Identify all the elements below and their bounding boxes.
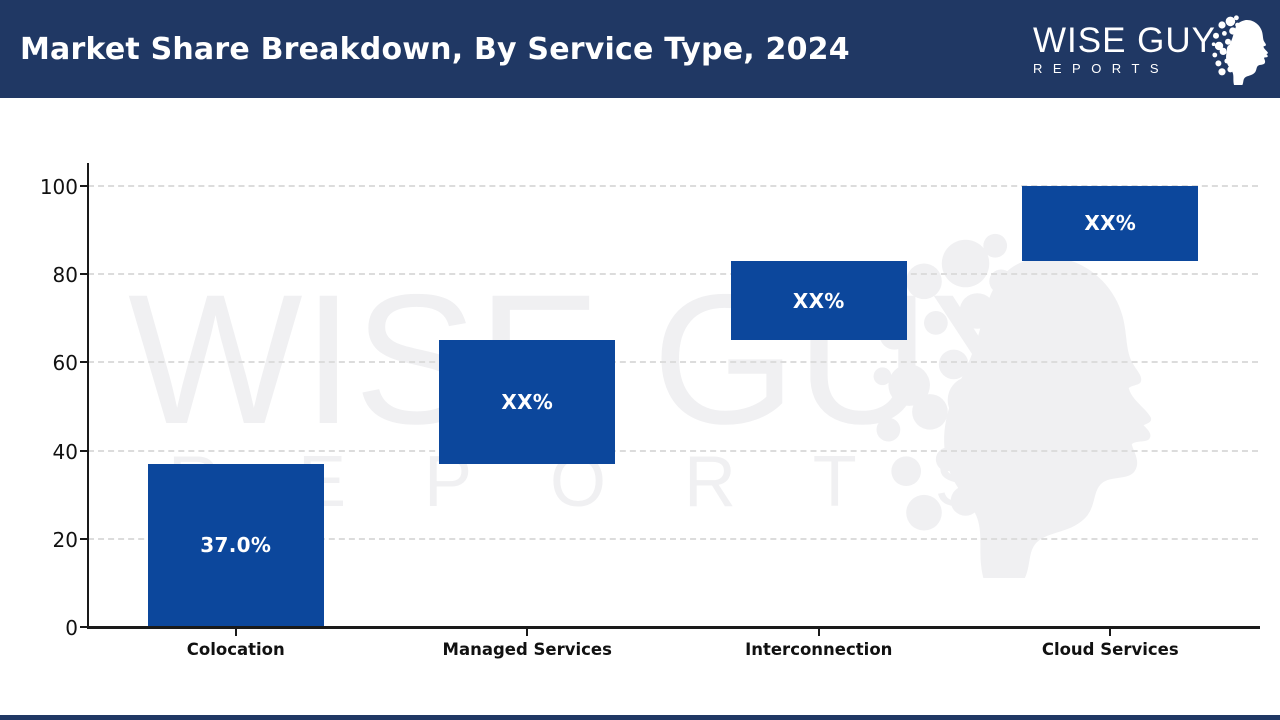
y-tick-label: 100 bbox=[39, 175, 78, 199]
brand-logo: WISE GUY REPORTS bbox=[1033, 12, 1270, 86]
brand-name: WISE GUY bbox=[1032, 21, 1216, 60]
header-bar: Market Share Breakdown, By Service Type,… bbox=[0, 0, 1280, 98]
y-tick-mark bbox=[80, 185, 88, 187]
y-gridline bbox=[88, 361, 1258, 364]
y-axis-line bbox=[87, 163, 89, 629]
y-gridline bbox=[88, 273, 1258, 276]
brand-subname: REPORTS bbox=[1032, 61, 1170, 76]
footer-bar bbox=[0, 715, 1280, 720]
y-gridline bbox=[88, 185, 1258, 187]
y-tick-mark bbox=[80, 273, 88, 276]
bar-value-label: XX% bbox=[792, 288, 845, 313]
y-tick-mark bbox=[80, 537, 88, 540]
y-tick-label: 60 bbox=[52, 351, 78, 376]
y-tick-mark bbox=[80, 626, 88, 628]
y-tick-label: 20 bbox=[52, 527, 78, 552]
x-category-label: Interconnection bbox=[745, 640, 893, 659]
dotted-head-profile-watermark bbox=[873, 233, 1152, 578]
bar-interconnection: XX% bbox=[730, 260, 907, 341]
x-category-label: Cloud Services bbox=[1041, 640, 1179, 659]
x-tick-mark bbox=[1109, 629, 1112, 636]
bar-value-label: 37.0% bbox=[200, 533, 272, 558]
bar-managed-services: XX% bbox=[439, 340, 616, 464]
y-tick-label: 0 bbox=[65, 616, 78, 640]
page-title: Market Share Breakdown, By Service Type,… bbox=[20, 31, 850, 67]
x-tick-mark bbox=[526, 629, 529, 636]
y-gridline bbox=[88, 537, 1258, 540]
y-tick-mark bbox=[80, 449, 88, 452]
bar-cloud-services: XX% bbox=[1022, 186, 1199, 261]
y-tick-label: 80 bbox=[52, 263, 78, 288]
bar-colocation: 37.0% bbox=[147, 463, 324, 627]
bar-value-label: XX% bbox=[501, 390, 554, 415]
x-category-label: Colocation bbox=[186, 640, 285, 659]
brand-logo-text: WISE GUY REPORTS bbox=[1033, 23, 1216, 75]
y-tick-label: 40 bbox=[52, 439, 78, 464]
y-gridline bbox=[88, 449, 1258, 452]
x-tick-mark bbox=[234, 629, 237, 636]
x-category-label: Managed Services bbox=[442, 640, 612, 659]
y-tick-mark bbox=[80, 361, 88, 364]
x-tick-mark bbox=[817, 629, 820, 636]
x-axis-line bbox=[87, 626, 1260, 629]
bar-value-label: XX% bbox=[1084, 211, 1137, 236]
dotted-head-profile-icon bbox=[1211, 15, 1268, 85]
